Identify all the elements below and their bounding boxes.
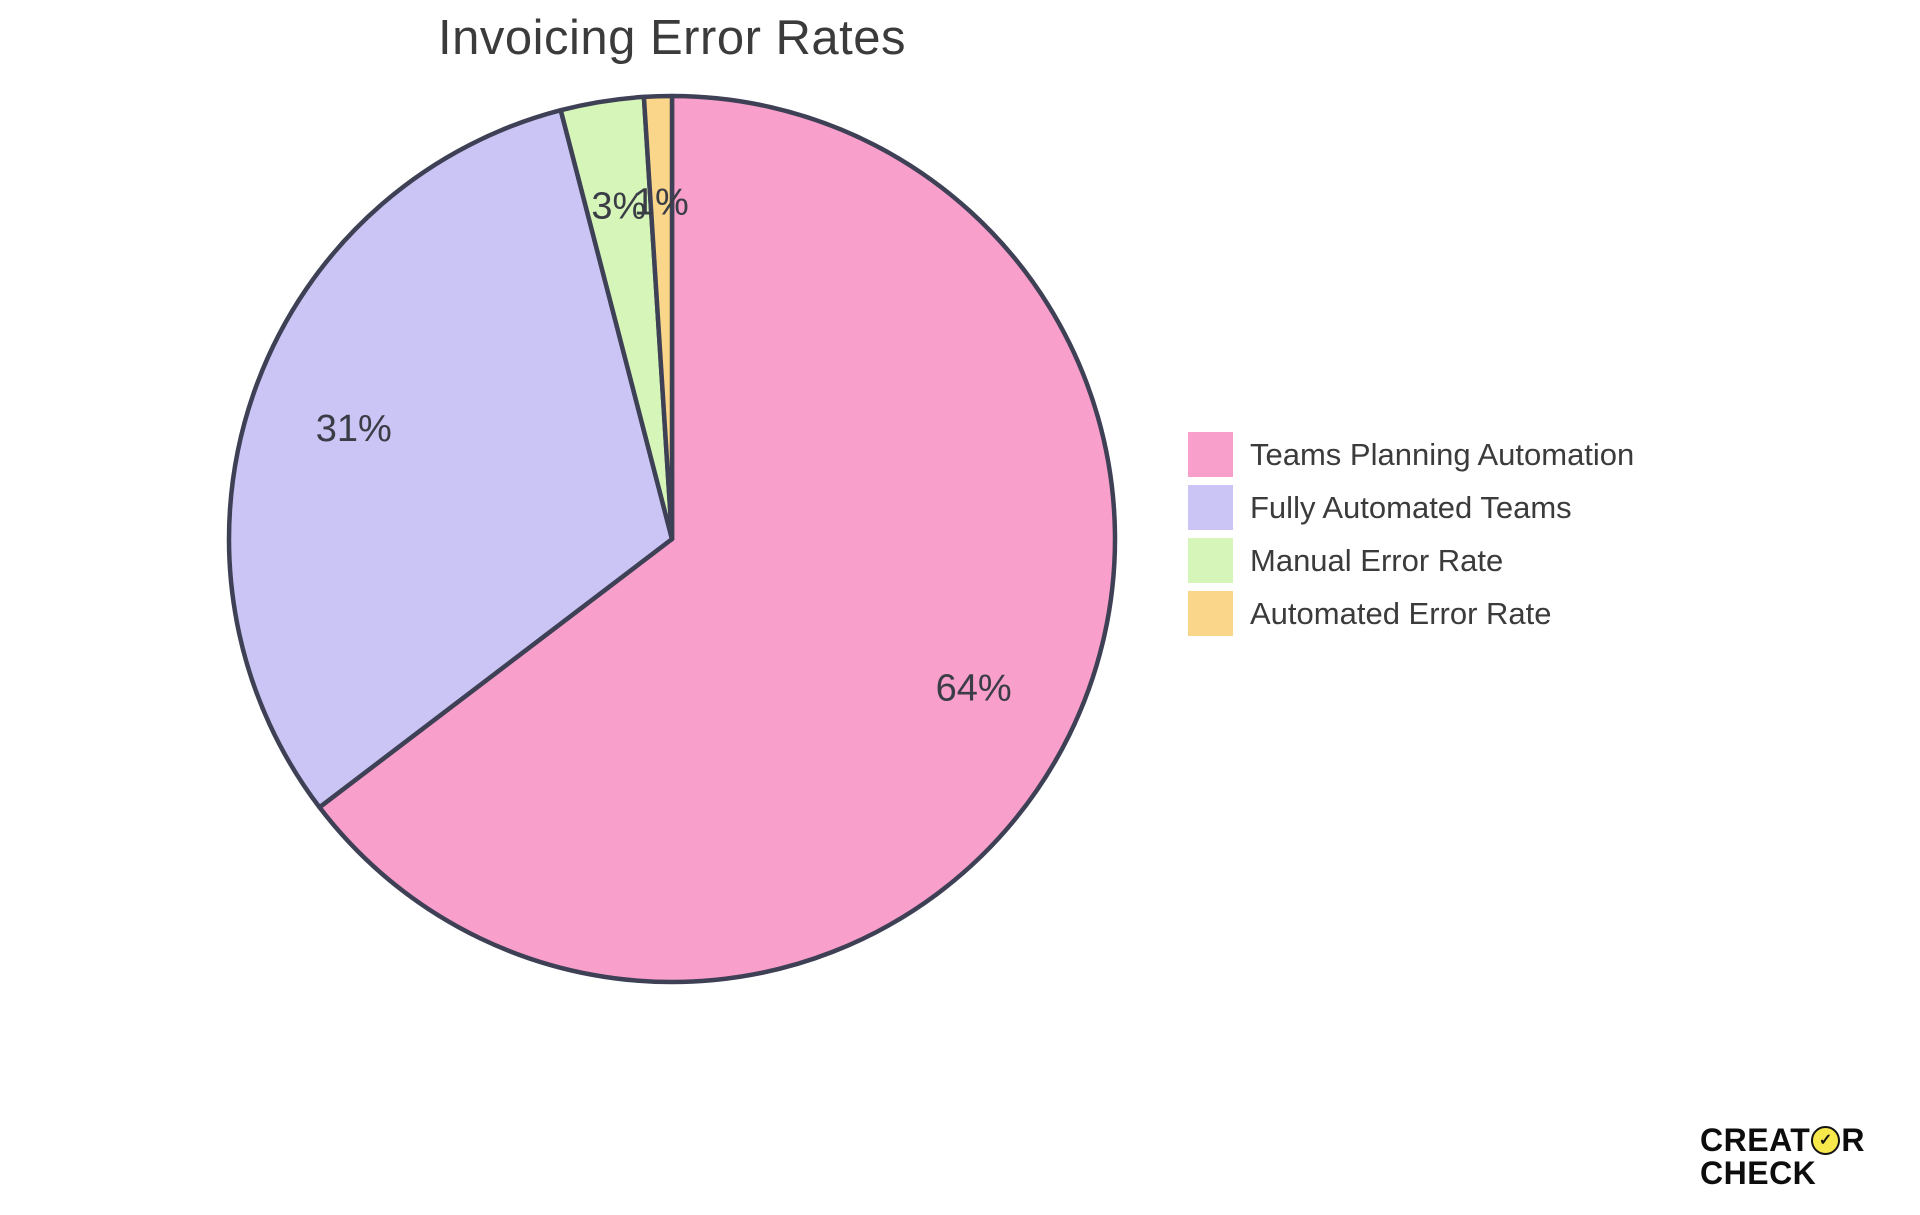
legend-swatch-icon [1188,591,1233,636]
legend-item-3: Automated Error Rate [1188,591,1634,636]
legend-label: Fully Automated Teams [1250,489,1572,525]
chart-title: Invoicing Error Rates [437,11,907,65]
legend-label: Automated Error Rate [1250,595,1552,631]
legend-item-0: Teams Planning Automation [1188,432,1634,477]
pie-slice-0 [317,93,1118,985]
logo-text-r: R [1841,1122,1865,1158]
pie-slice-label-2: 3% [591,186,646,228]
pie-slice-label-1: 31% [316,408,392,450]
logo-line2: CHECK [1700,1155,1817,1191]
legend-swatch-icon [1188,485,1233,530]
legend: Teams Planning Automation Fully Automated… [1188,432,1634,636]
legend-item-1: Fully Automated Teams [1188,485,1634,530]
checkmark-icon: ✓ [1818,1131,1833,1149]
pie-chart: 64% 31% 3%1% [226,93,1118,985]
check-badge-icon: ✓ [1811,1126,1841,1155]
pie-slice-3 [641,93,675,542]
pie-slice-label-0: 64% [936,668,1012,710]
pie-slice-label-3: 1% [634,182,689,224]
logo-text-creat: CREAT [1700,1122,1811,1158]
pie-slice-1 [226,107,675,810]
legend-label: Teams Planning Automation [1250,436,1635,472]
legend-item-2: Manual Error Rate [1188,538,1634,583]
legend-label: Manual Error Rate [1250,542,1504,578]
legend-swatch-icon [1188,538,1233,583]
legend-swatch-icon [1188,432,1233,477]
watermark-logo: CREAT ✓ R CHECK [1700,1124,1865,1190]
logo-line1: CREAT ✓ R [1700,1124,1865,1157]
